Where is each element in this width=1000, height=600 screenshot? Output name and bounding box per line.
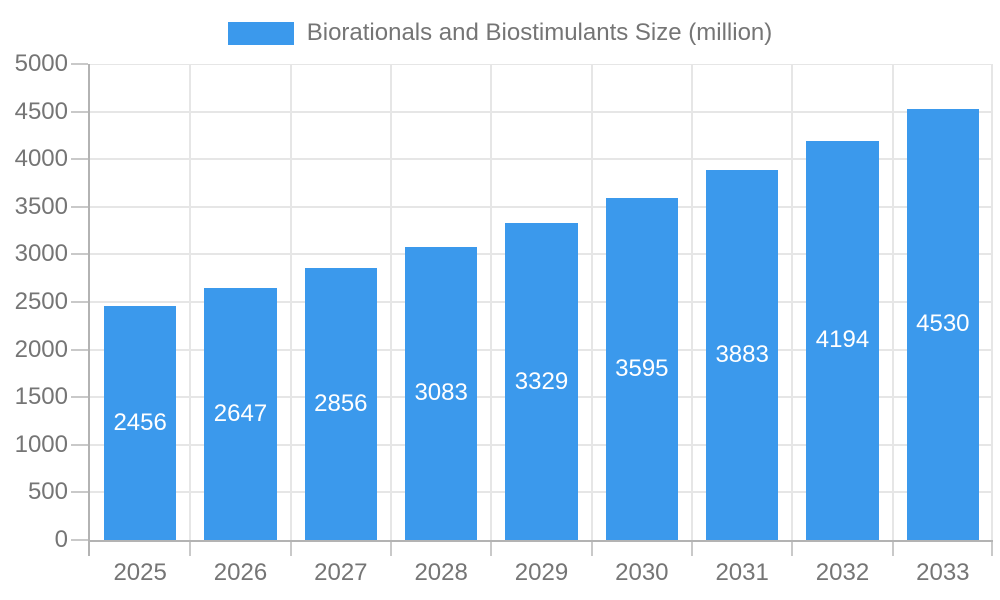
x-axis-tick	[991, 542, 993, 556]
bar-value-label: 3329	[514, 367, 569, 395]
bar[interactable]: 3329	[505, 223, 578, 540]
y-axis-tick	[71, 301, 88, 303]
x-tick-label: 2027	[314, 559, 368, 586]
plot-area: 2456 2647 2856 3083 3329 3595 3883 4194 4530 0 50…	[15, 50, 993, 586]
x-axis-tick	[389, 542, 392, 556]
x-tick-label: 2033	[916, 559, 970, 586]
bar[interactable]: 4194	[806, 140, 879, 540]
y-axis-tick	[71, 63, 88, 65]
x-tick-label: 2025	[113, 559, 167, 586]
x-axis-tick	[189, 542, 192, 556]
bar-value-label: 2856	[314, 390, 368, 418]
bar-value-label: 3883	[715, 341, 769, 369]
x-axis-tick	[590, 542, 593, 556]
x-tick-label: 2032	[815, 559, 870, 586]
bar-value-label: 3595	[615, 354, 669, 382]
y-tick-label: 3000	[14, 240, 68, 268]
bars-layer: 2456 2647 2856 3083 3329 3595 3883 4194 4530	[90, 64, 993, 540]
y-axis-tick	[71, 491, 88, 494]
bar[interactable]: 2456	[104, 306, 177, 540]
y-tick-label: 3500	[14, 192, 68, 220]
x-axis-tick	[490, 542, 493, 556]
legend-swatch	[227, 21, 294, 45]
x-axis-tick	[690, 542, 693, 556]
bar[interactable]: 2856	[304, 268, 377, 540]
y-tick-label: 1000	[14, 430, 68, 458]
y-axis-tick	[71, 539, 88, 541]
bar-value-label: 2647	[213, 400, 268, 427]
y-axis-tick	[71, 348, 88, 351]
x-tick-label: 2029	[514, 559, 569, 586]
x-axis-tick	[791, 542, 794, 556]
x-tick-label: 2031	[715, 559, 769, 586]
bar[interactable]: 3595	[605, 197, 678, 540]
x-axis-tick	[289, 542, 292, 556]
y-tick-label: 1500	[14, 383, 68, 411]
legend-label: Biorationals and Biostimulants Size (mil…	[306, 19, 773, 46]
bar-value-label: 4194	[815, 326, 870, 354]
y-axis-tick	[71, 443, 88, 446]
y-axis-tick	[71, 396, 88, 399]
y-tick-label: 2500	[14, 288, 68, 315]
y-tick-label: 4500	[14, 97, 68, 125]
y-axis-tick	[71, 205, 88, 208]
x-tick-label: 2028	[414, 559, 468, 586]
y-axis-tick	[71, 253, 88, 256]
y-axis-tick	[71, 110, 88, 113]
y-tick-label: 4000	[14, 145, 68, 173]
x-axis-tick	[891, 542, 894, 556]
y-tick-label: 0	[54, 526, 68, 553]
bar[interactable]: 3083	[405, 246, 478, 540]
y-tick-label: 2000	[14, 335, 68, 363]
bar[interactable]: 2647	[204, 288, 277, 540]
y-axis-tick	[71, 158, 88, 161]
x-axis-tick	[88, 542, 90, 556]
y-tick-label: 5000	[14, 50, 68, 77]
legend[interactable]: Biorationals and Biostimulants Size (mil…	[0, 19, 1000, 47]
bar-value-label: 3083	[414, 379, 468, 407]
x-tick-label: 2026	[213, 559, 268, 586]
x-tick-label: 2030	[615, 559, 669, 586]
bar[interactable]: 3883	[706, 170, 779, 540]
bar-value-label: 2456	[113, 409, 167, 437]
bar-value-label: 4530	[916, 310, 970, 338]
y-tick-label: 500	[27, 478, 68, 506]
bar[interactable]: 4530	[906, 108, 979, 540]
